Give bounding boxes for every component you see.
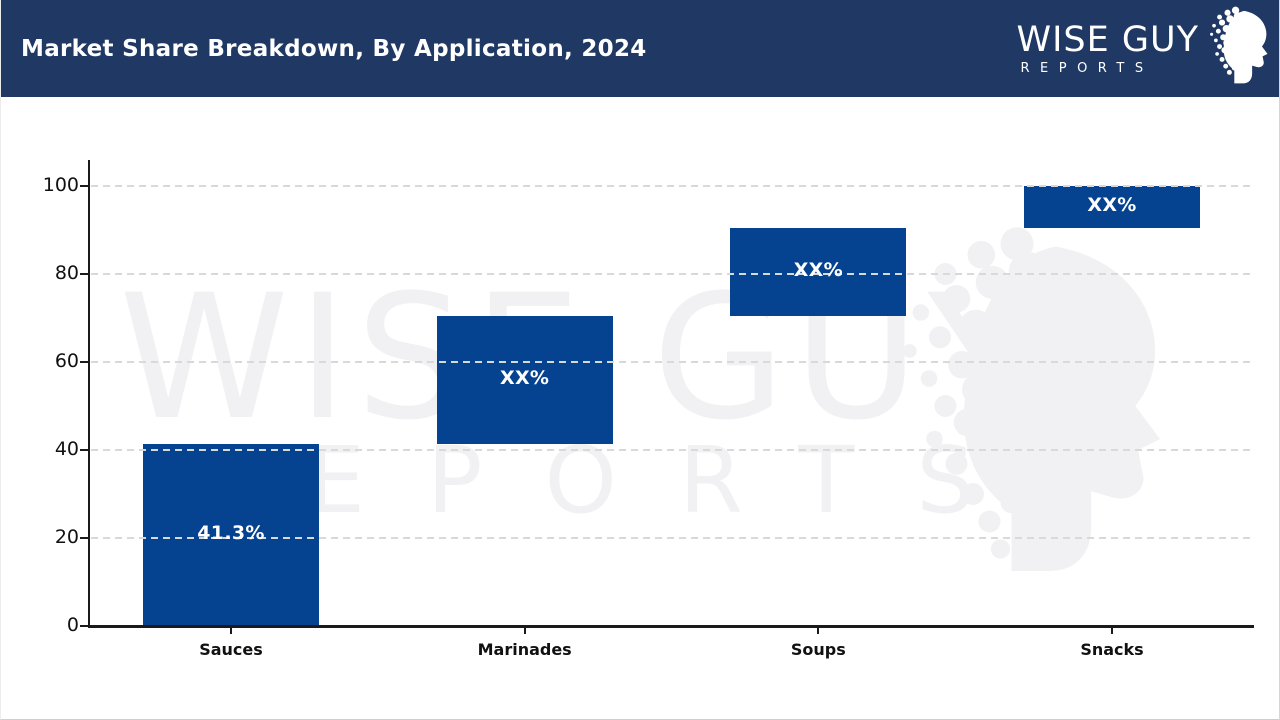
x-tick-mark (1111, 627, 1113, 634)
brand-logo: WISE GUY REPORTS (1016, 4, 1275, 94)
bar-value-label: XX% (1087, 193, 1137, 216)
x-tick-label-snacks: Snacks (1080, 640, 1144, 659)
y-tick-label: 20 (54, 526, 79, 548)
y-tick-mark (80, 537, 88, 539)
bar-sauces (143, 444, 319, 626)
x-tick-label-sauces: Sauces (199, 640, 263, 659)
gridline-60 (91, 361, 1254, 363)
x-axis-spine (88, 625, 1254, 628)
y-tick-mark (80, 185, 88, 187)
y-tick-mark (80, 273, 88, 275)
chart-title: Market Share Breakdown, By Application, … (21, 35, 647, 62)
bar-value-label: XX% (500, 367, 550, 390)
x-tick-mark (230, 627, 232, 634)
y-axis-spine (88, 160, 90, 628)
logo-wordmark: WISE GUY (1016, 20, 1199, 60)
y-tick-mark (80, 449, 88, 451)
y-tick-mark (80, 625, 88, 627)
bar-soups (730, 227, 907, 316)
x-tick-label-soups: Soups (790, 640, 846, 659)
x-tick-mark (817, 627, 820, 634)
y-tick-label: 80 (54, 262, 79, 284)
bar-value-label: XX% (793, 258, 843, 281)
y-tick-label: 100 (42, 174, 79, 196)
gridline-100 (91, 185, 1254, 187)
y-tick-label: 40 (54, 438, 79, 460)
gridline-40 (91, 449, 1254, 451)
logo-head-icon (1210, 6, 1268, 84)
x-tick-label-marinades: Marinades (477, 640, 572, 659)
gridline-80 (91, 273, 1254, 275)
gridline-20 (91, 537, 1254, 539)
y-tick-label: 0 (66, 614, 79, 636)
bar-snacks (1024, 186, 1200, 228)
bar-marinades (436, 315, 613, 445)
y-tick-mark (80, 361, 88, 363)
bar-value-label: 41.3% (197, 522, 265, 545)
logo-subtext: REPORTS (1020, 61, 1154, 76)
header-bar: Market Share Breakdown, By Application, … (1, 0, 1279, 97)
x-tick-mark (523, 627, 526, 634)
y-tick-label: 60 (54, 350, 79, 372)
watermark-head-icon (902, 227, 1160, 571)
brand-logo-text: WISE GUY REPORTS (1016, 20, 1199, 76)
